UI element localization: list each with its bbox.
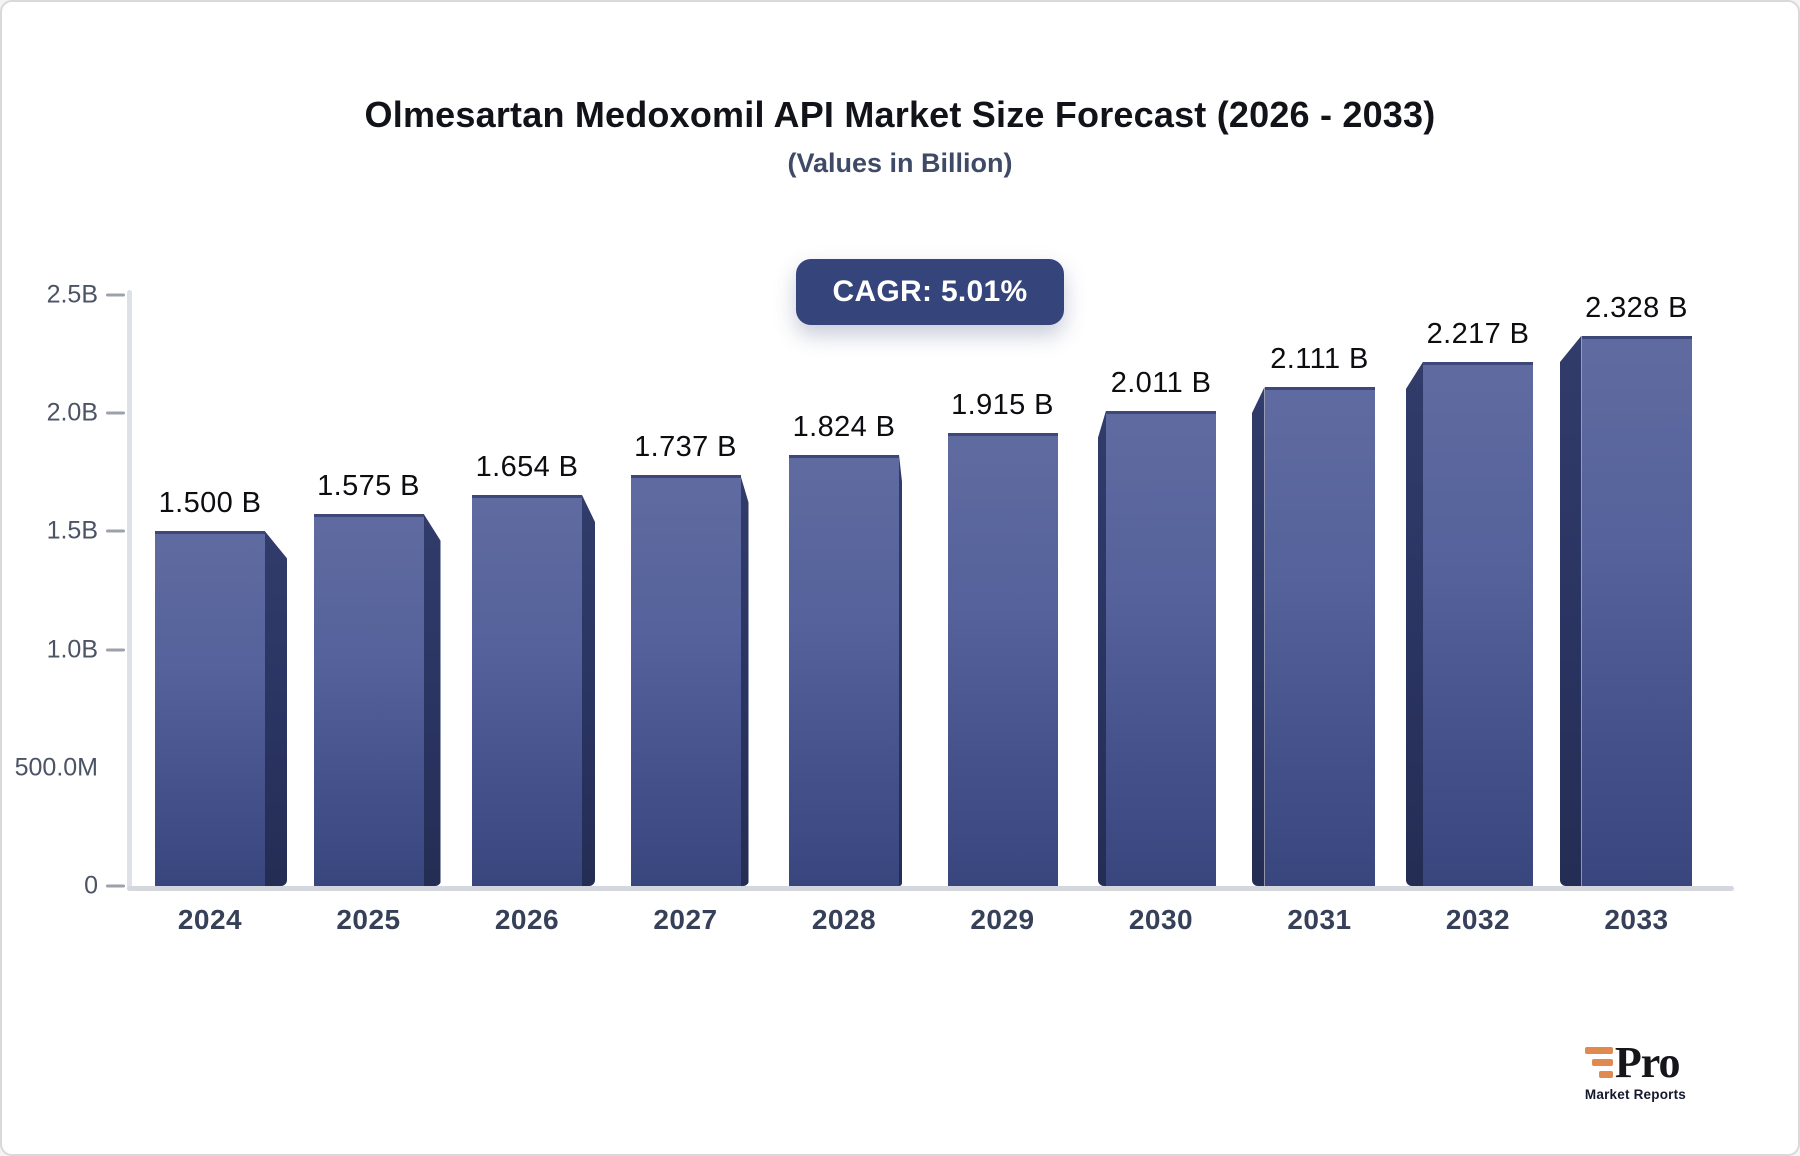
bar-side-face (1559, 335, 1582, 886)
x-tick-label: 2024 (177, 904, 243, 935)
bar-value-label: 1.575 B (317, 469, 420, 502)
bar-front-face (630, 475, 741, 886)
bar-value-label: 1.737 B (634, 431, 737, 464)
bar-side-face (899, 454, 902, 886)
bar-2024 (155, 531, 287, 886)
speed-line-icon (1584, 1047, 1613, 1055)
bar-value-label: 1.915 B (951, 389, 1054, 422)
y-tick-dash (106, 293, 125, 297)
bar-front-face (789, 454, 899, 886)
chart-title: Olmesartan Medoxomil API Market Size For… (364, 94, 1436, 135)
y-tick-dash (106, 411, 125, 415)
bar-side-face (265, 531, 287, 886)
logo-speed-lines-icon (1584, 1047, 1613, 1079)
speed-line-icon (1591, 1059, 1613, 1067)
bar-side-face (582, 494, 595, 886)
bar-front-face (313, 513, 424, 886)
x-axis-line (127, 886, 1734, 891)
bar-value-label: 2.217 B (1426, 317, 1530, 350)
bar-side-face (423, 513, 441, 886)
bar-2030 (1098, 410, 1216, 886)
y-tick-label: 2.5B (46, 280, 98, 309)
bar-front-face (155, 531, 265, 886)
x-tick-label: 2033 (1604, 904, 1669, 935)
y-tick-dash (106, 529, 125, 533)
cagr-badge: CAGR: 5.01% (796, 259, 1064, 325)
chart-subtitle: (Values in Billion) (787, 148, 1013, 178)
y-tick-dash (106, 648, 125, 652)
bar-2025 (313, 513, 441, 886)
x-tick-label: 2032 (1445, 904, 1511, 935)
y-tick-label: 2.0B (46, 398, 98, 427)
speed-line-icon (1598, 1071, 1613, 1079)
bar-2026 (472, 494, 595, 886)
bar-2027 (630, 475, 749, 886)
x-tick-label: 2028 (811, 904, 877, 935)
y-tick-label: 1.5B (46, 516, 98, 545)
bar-2033 (1559, 335, 1692, 886)
logo-subtext: Market Reports (1584, 1087, 1686, 1103)
bar-value-label: 2.328 B (1585, 291, 1688, 324)
bar-front-face (947, 433, 1058, 886)
bar-value-label: 2.011 B (1110, 366, 1212, 399)
bar-side-face (1251, 386, 1265, 886)
y-tick-label: 500.0M (14, 753, 98, 782)
bar-2028 (789, 454, 902, 886)
x-tick-label: 2031 (1287, 904, 1352, 935)
bar-value-label: 1.500 B (158, 487, 262, 520)
bar-front-face (472, 494, 582, 886)
bar-2031 (1251, 386, 1375, 886)
bar-front-face (1423, 361, 1533, 886)
y-tick-dash (106, 884, 125, 888)
bar-front-face (1106, 410, 1216, 886)
logo-mark: Pro (1584, 1038, 1681, 1087)
x-tick-label: 2025 (336, 904, 401, 935)
bar-value-label: 1.824 B (792, 410, 896, 443)
bar-front-face (1264, 386, 1375, 886)
x-tick-label: 2029 (970, 904, 1035, 935)
y-axis-line (127, 290, 132, 891)
bar-value-label: 1.654 B (475, 450, 579, 483)
y-tick-label: 0 (84, 871, 98, 900)
bar-side-face (1098, 410, 1106, 886)
x-tick-label: 2026 (494, 904, 560, 935)
bar-front-face (1581, 335, 1692, 886)
logo-text: Pro (1614, 1038, 1681, 1087)
y-tick-label: 1.0B (46, 635, 98, 664)
bar-side-face (740, 475, 749, 886)
x-tick-label: 2030 (1128, 904, 1194, 935)
logo: Pro Market Reports (1584, 1038, 1686, 1103)
bar-2029 (947, 433, 1058, 886)
bar-side-face (1406, 361, 1423, 886)
bar-value-label: 2.111 B (1270, 342, 1369, 375)
bar-2032 (1406, 361, 1533, 886)
x-tick-label: 2027 (653, 904, 718, 935)
